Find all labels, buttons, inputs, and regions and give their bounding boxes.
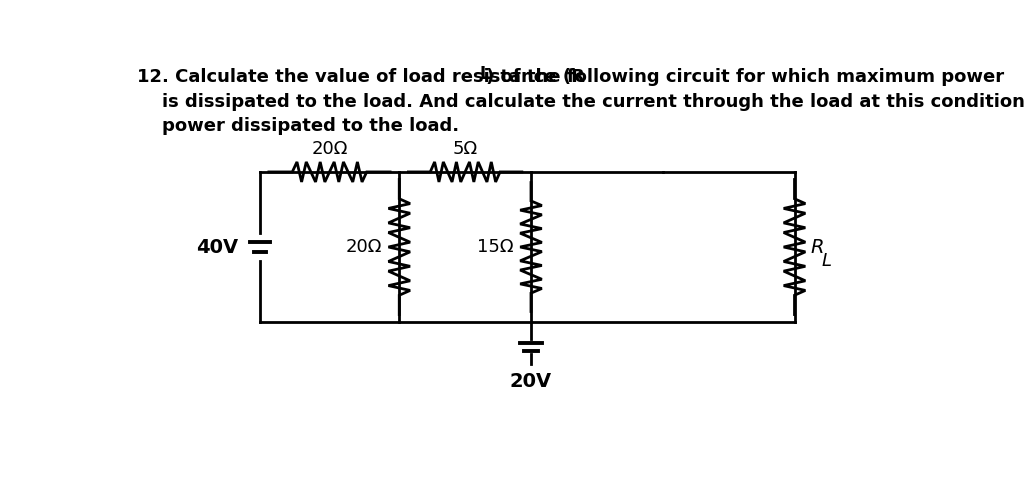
Text: is dissipated to the load. And calculate the current through the load at this co: is dissipated to the load. And calculate… [137, 93, 1024, 111]
Text: power dissipated to the load.: power dissipated to the load. [137, 117, 460, 135]
Text: ) of the following circuit for which maximum power: ) of the following circuit for which max… [485, 68, 1004, 86]
Text: L: L [821, 251, 831, 270]
Text: R: R [810, 238, 823, 256]
Text: 40V: 40V [196, 238, 238, 256]
Text: L: L [479, 65, 489, 83]
Text: 20Ω: 20Ω [311, 140, 348, 158]
Text: 20V: 20V [510, 372, 552, 391]
Text: 15Ω: 15Ω [477, 238, 514, 256]
Text: 5Ω: 5Ω [453, 140, 477, 158]
Text: 12. Calculate the value of load resistance (R: 12. Calculate the value of load resistan… [137, 68, 585, 86]
Text: 20Ω: 20Ω [346, 238, 382, 256]
